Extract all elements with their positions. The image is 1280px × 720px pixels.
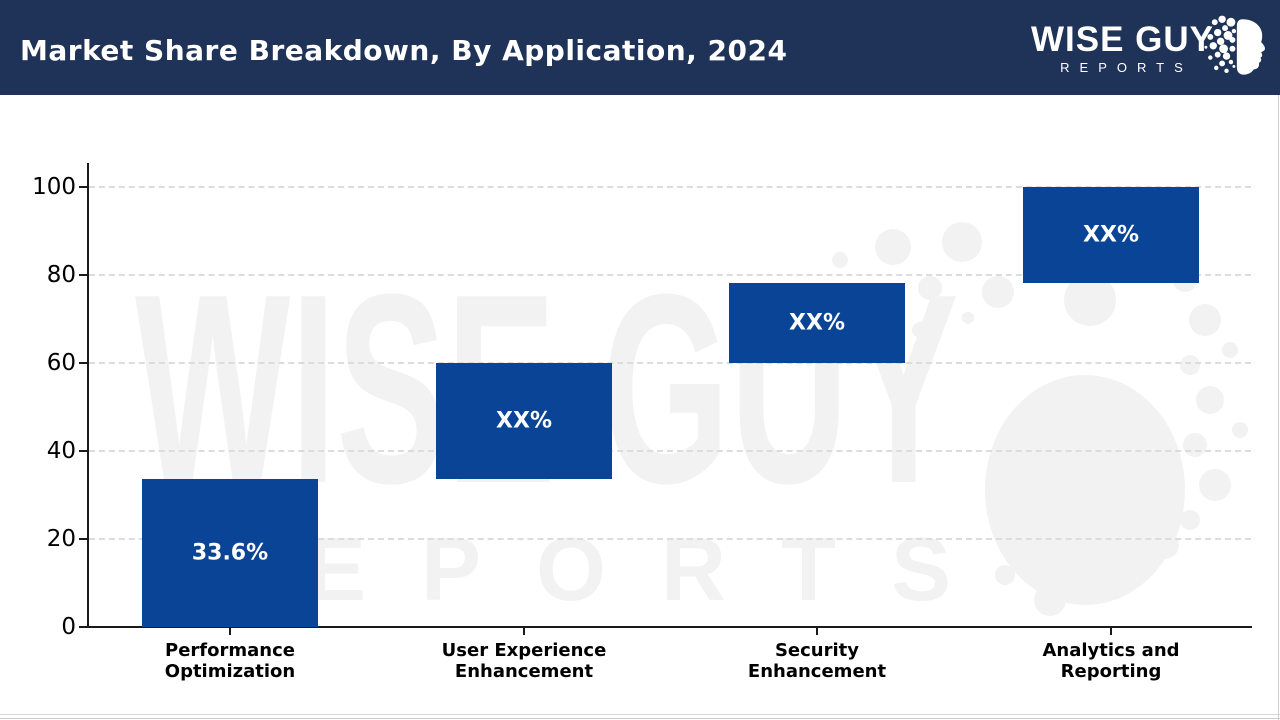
y-axis-label: 100 [32, 174, 76, 200]
x-tick [523, 628, 525, 635]
page-bottom-border [0, 718, 1280, 719]
gridline [89, 274, 1251, 276]
category-label: User Experience Enhancement [384, 640, 664, 682]
logo-wordmark: WISE GUY [1030, 20, 1214, 59]
category-label-line2: Optimization [164, 661, 296, 682]
category-label-line1: User Experience [441, 640, 607, 661]
bar-segment: XX% [1023, 187, 1199, 283]
y-axis-label: 40 [46, 438, 76, 464]
category-label-line2: Enhancement [454, 661, 594, 682]
gridline [89, 362, 1251, 364]
category-label-line1: Analytics and [1042, 640, 1180, 661]
brand-logo-text: WISE GUY REPORTS [1031, 20, 1214, 75]
y-tick [79, 626, 88, 628]
y-axis-label: 20 [46, 526, 76, 552]
brand-logo: WISE GUY REPORTS [1031, 5, 1270, 90]
category-label-line1: Security [774, 640, 860, 661]
category-label: Security Enhancement [677, 640, 957, 682]
bar-value-label: XX% [496, 408, 552, 434]
y-axis-label: 80 [46, 262, 76, 288]
gridline [89, 538, 1251, 540]
bar-value-label: 33.6% [191, 540, 269, 566]
y-axis-line [87, 163, 89, 628]
bar-value-label: XX% [789, 310, 845, 336]
category-label-line2: Reporting [1060, 661, 1162, 682]
bar-value-label: XX% [1083, 222, 1139, 248]
gridline [89, 186, 1251, 188]
category-label-line1: Performance [165, 640, 295, 661]
y-tick [79, 186, 88, 188]
x-axis-line [87, 626, 1252, 628]
figure-bottom-rule [0, 714, 1280, 715]
header-bar: Market Share Breakdown, By Application, … [0, 0, 1280, 95]
logo-face-icon [1204, 15, 1265, 75]
bar-segment: XX% [436, 363, 612, 480]
category-label-line2: Enhancement [747, 661, 887, 682]
x-tick [816, 628, 818, 635]
y-tick [79, 274, 88, 276]
category-label: Analytics and Reporting [971, 640, 1251, 682]
x-tick [229, 628, 231, 635]
page-title: Market Share Breakdown, By Application, … [20, 34, 788, 67]
page-right-border [1278, 95, 1279, 720]
y-axis-label: 60 [46, 350, 76, 376]
gridline [89, 450, 1251, 452]
bar-segment: 33.6% [142, 479, 318, 627]
y-axis-label: 0 [61, 614, 76, 640]
x-tick [1110, 628, 1112, 635]
y-tick [79, 538, 88, 540]
bar-segment: XX% [729, 282, 905, 363]
y-tick [79, 362, 88, 364]
logo-subtitle: REPORTS [1060, 60, 1193, 75]
y-tick [79, 450, 88, 452]
category-label: Performance Optimization [90, 640, 370, 682]
